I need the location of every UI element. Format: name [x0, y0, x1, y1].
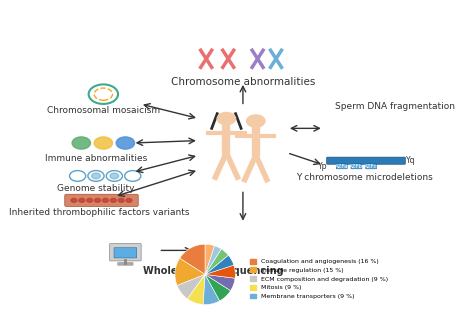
Wedge shape: [205, 255, 234, 275]
Circle shape: [72, 137, 91, 149]
Legend: Coagulation and angiogenesis (16 %), Immune regulation (15 %), ECM composition a: Coagulation and angiogenesis (16 %), Imm…: [250, 259, 388, 299]
Circle shape: [217, 113, 236, 125]
Circle shape: [95, 198, 100, 202]
Circle shape: [87, 198, 92, 202]
Wedge shape: [177, 275, 205, 299]
Wedge shape: [205, 275, 231, 301]
Circle shape: [126, 198, 132, 202]
Text: Immune abnormalities: Immune abnormalities: [45, 154, 147, 163]
Circle shape: [102, 198, 109, 202]
FancyBboxPatch shape: [65, 194, 138, 206]
Circle shape: [110, 173, 119, 179]
Text: Yq: Yq: [406, 156, 416, 165]
Circle shape: [246, 115, 265, 127]
Wedge shape: [175, 258, 205, 286]
Wedge shape: [205, 249, 228, 275]
Wedge shape: [205, 265, 235, 278]
Circle shape: [118, 198, 124, 202]
Wedge shape: [205, 246, 221, 275]
Text: Yp: Yp: [318, 162, 328, 171]
Wedge shape: [205, 244, 214, 275]
FancyBboxPatch shape: [336, 164, 347, 169]
Text: Sperm DNA fragmentation: Sperm DNA fragmentation: [335, 102, 455, 111]
Text: Chromosome abnormalities: Chromosome abnormalities: [171, 77, 315, 87]
Circle shape: [94, 137, 112, 149]
Text: Inherited thrombophilic factors variants: Inherited thrombophilic factors variants: [9, 208, 190, 217]
FancyBboxPatch shape: [365, 164, 377, 169]
Text: AZFa: AZFa: [335, 164, 348, 169]
Wedge shape: [187, 275, 205, 305]
Text: AZFc: AZFc: [365, 164, 378, 169]
Text: Chromosomal mosaicism: Chromosomal mosaicism: [47, 107, 160, 115]
Circle shape: [91, 173, 100, 179]
Circle shape: [116, 137, 135, 149]
Text: Whole exome sequencing: Whole exome sequencing: [143, 266, 284, 276]
Text: Y chromosome microdeletions: Y chromosome microdeletions: [296, 173, 433, 182]
FancyBboxPatch shape: [118, 262, 133, 265]
Wedge shape: [180, 244, 205, 275]
Text: AZFb: AZFb: [349, 164, 364, 169]
Circle shape: [110, 198, 116, 202]
Circle shape: [79, 198, 85, 202]
Wedge shape: [205, 275, 235, 291]
FancyBboxPatch shape: [327, 157, 405, 164]
Wedge shape: [203, 275, 219, 305]
Text: Genome stability: Genome stability: [57, 184, 135, 193]
FancyBboxPatch shape: [109, 243, 141, 261]
FancyBboxPatch shape: [114, 248, 137, 258]
FancyBboxPatch shape: [351, 164, 362, 169]
Circle shape: [71, 198, 77, 202]
